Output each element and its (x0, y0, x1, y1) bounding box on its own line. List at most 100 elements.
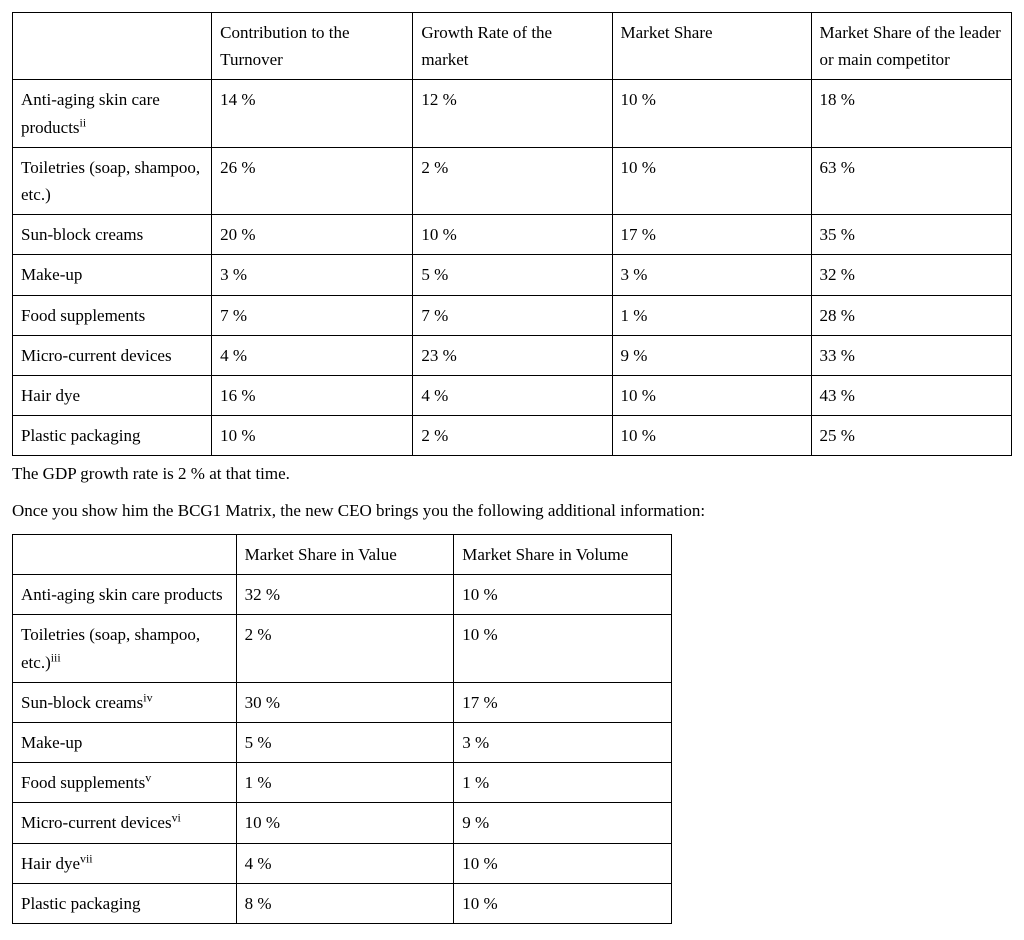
row-label: Food supplementsv (13, 763, 237, 803)
footnote-ref: ii (80, 115, 87, 129)
table-row: Anti-aging skin care productsii14 %12 %1… (13, 80, 1012, 147)
cell-value: 3 % (212, 255, 413, 295)
gdp-note: The GDP growth rate is 2 % at that time. (12, 460, 1012, 489)
cell-value: 2 % (236, 615, 454, 682)
cell-value: 7 % (212, 295, 413, 335)
table-row: Make-up5 %3 % (13, 722, 672, 762)
table-row: Food supplementsv1 %1 % (13, 763, 672, 803)
table-row: Toiletries (soap, shampoo, etc.)26 %2 %1… (13, 147, 1012, 214)
col-header-share-value: Market Share in Value (236, 535, 454, 575)
row-label: Anti-aging skin care products (13, 575, 237, 615)
cell-value: 10 % (212, 416, 413, 456)
footnote-ref: vi (172, 811, 181, 825)
cell-value: 28 % (811, 295, 1011, 335)
cell-value: 10 % (612, 416, 811, 456)
cell-value: 3 % (454, 722, 672, 762)
cell-value: 32 % (236, 575, 454, 615)
cell-value: 4 % (212, 335, 413, 375)
row-label: Food supplements (13, 295, 212, 335)
footnote-ref: iv (143, 690, 152, 704)
cell-value: 5 % (236, 722, 454, 762)
col-header-empty (13, 535, 237, 575)
table-header-row: Contribution to the Turnover Growth Rate… (13, 13, 1012, 80)
row-label: Micro-current devices (13, 335, 212, 375)
share-value-volume-table: Market Share in Value Market Share in Vo… (12, 534, 672, 924)
footnote-ref: iii (51, 650, 61, 664)
table-row: Micro-current devicesvi10 %9 % (13, 803, 672, 843)
cell-value: 10 % (454, 575, 672, 615)
cell-value: 17 % (454, 682, 672, 722)
row-label: Sun-block creamsiv (13, 682, 237, 722)
table-row: Sun-block creams20 %10 %17 %35 % (13, 215, 1012, 255)
col-header-growth: Growth Rate of the market (413, 13, 612, 80)
ceo-info-text: Once you show him the BCG1 Matrix, the n… (12, 497, 1012, 526)
row-label: Hair dyevii (13, 843, 237, 883)
col-header-empty (13, 13, 212, 80)
cell-value: 63 % (811, 147, 1011, 214)
footnote-ref: v (145, 771, 151, 785)
cell-value: 10 % (454, 843, 672, 883)
row-label: Toiletries (soap, shampoo, etc.) (13, 147, 212, 214)
cell-value: 10 % (454, 615, 672, 682)
row-label: Plastic packaging (13, 416, 212, 456)
row-label: Sun-block creams (13, 215, 212, 255)
cell-value: 12 % (413, 80, 612, 147)
col-header-share-volume: Market Share in Volume (454, 535, 672, 575)
table-row: Food supplements7 %7 %1 %28 % (13, 295, 1012, 335)
cell-value: 4 % (413, 375, 612, 415)
col-header-leader-share: Market Share of the leader or main compe… (811, 13, 1011, 80)
cell-value: 14 % (212, 80, 413, 147)
col-header-share: Market Share (612, 13, 811, 80)
cell-value: 20 % (212, 215, 413, 255)
cell-value: 1 % (612, 295, 811, 335)
table-row: Hair dye16 %4 %10 %43 % (13, 375, 1012, 415)
table-header-row: Market Share in Value Market Share in Vo… (13, 535, 672, 575)
cell-value: 10 % (413, 215, 612, 255)
cell-value: 26 % (212, 147, 413, 214)
cell-value: 43 % (811, 375, 1011, 415)
cell-value: 10 % (612, 147, 811, 214)
cell-value: 35 % (811, 215, 1011, 255)
table-row: Toiletries (soap, shampoo, etc.)iii2 %10… (13, 615, 672, 682)
cell-value: 10 % (236, 803, 454, 843)
row-label: Make-up (13, 722, 237, 762)
cell-value: 17 % (612, 215, 811, 255)
table-row: Plastic packaging8 %10 % (13, 883, 672, 923)
footnote-ref: vii (80, 851, 93, 865)
cell-value: 9 % (612, 335, 811, 375)
cell-value: 30 % (236, 682, 454, 722)
cell-value: 1 % (454, 763, 672, 803)
table-row: Make-up3 %5 %3 %32 % (13, 255, 1012, 295)
cell-value: 10 % (612, 80, 811, 147)
cell-value: 2 % (413, 416, 612, 456)
cell-value: 2 % (413, 147, 612, 214)
cell-value: 23 % (413, 335, 612, 375)
row-label: Anti-aging skin care productsii (13, 80, 212, 147)
row-label: Toiletries (soap, shampoo, etc.)iii (13, 615, 237, 682)
cell-value: 7 % (413, 295, 612, 335)
table-row: Anti-aging skin care products32 %10 % (13, 575, 672, 615)
cell-value: 32 % (811, 255, 1011, 295)
col-header-contribution: Contribution to the Turnover (212, 13, 413, 80)
cell-value: 5 % (413, 255, 612, 295)
cell-value: 10 % (454, 883, 672, 923)
row-label: Make-up (13, 255, 212, 295)
cell-value: 4 % (236, 843, 454, 883)
cell-value: 10 % (612, 375, 811, 415)
market-data-table: Contribution to the Turnover Growth Rate… (12, 12, 1012, 456)
row-label: Micro-current devicesvi (13, 803, 237, 843)
cell-value: 8 % (236, 883, 454, 923)
cell-value: 18 % (811, 80, 1011, 147)
cell-value: 33 % (811, 335, 1011, 375)
table-row: Hair dyevii4 %10 % (13, 843, 672, 883)
cell-value: 3 % (612, 255, 811, 295)
table-row: Micro-current devices4 %23 %9 %33 % (13, 335, 1012, 375)
cell-value: 25 % (811, 416, 1011, 456)
row-label: Plastic packaging (13, 883, 237, 923)
table-row: Plastic packaging10 %2 %10 %25 % (13, 416, 1012, 456)
row-label: Hair dye (13, 375, 212, 415)
cell-value: 9 % (454, 803, 672, 843)
cell-value: 1 % (236, 763, 454, 803)
cell-value: 16 % (212, 375, 413, 415)
table-row: Sun-block creamsiv30 %17 % (13, 682, 672, 722)
